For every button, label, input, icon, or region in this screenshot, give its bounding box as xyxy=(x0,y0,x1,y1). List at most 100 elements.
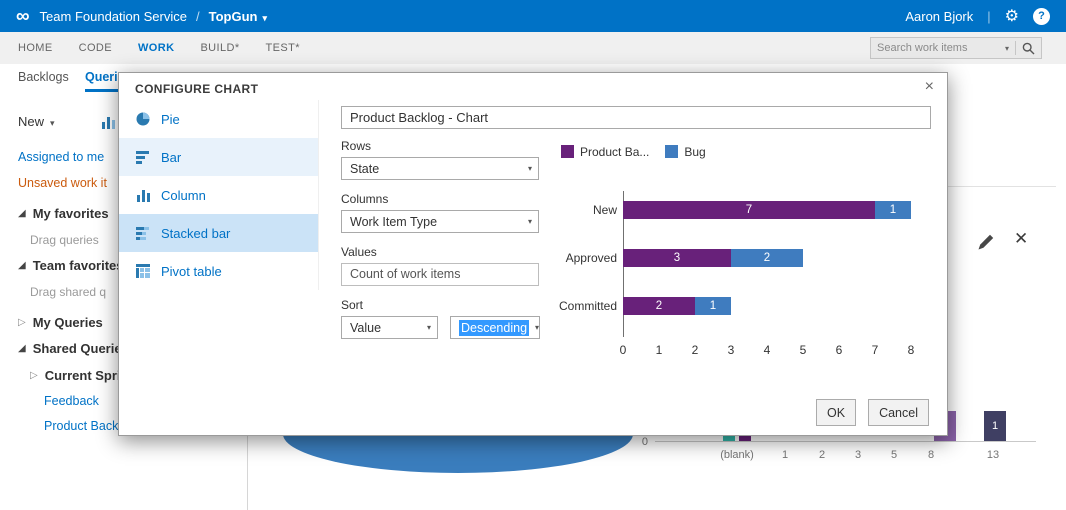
remove-chart-icon[interactable]: ✕ xyxy=(1014,229,1029,248)
chart-type-label: Bar xyxy=(161,149,182,165)
sidebar-item-feedback[interactable]: Feedback xyxy=(44,394,99,408)
chevron-down-icon: ▾ xyxy=(527,217,532,226)
nav-code[interactable]: CODE xyxy=(78,42,112,54)
legend-item: Product Ba... xyxy=(561,145,649,159)
chart-name-input[interactable] xyxy=(341,106,931,129)
search-scope-chevron-icon[interactable]: ▾ xyxy=(1004,43,1009,53)
chart-x-tick: 0 xyxy=(619,343,627,357)
nav-test[interactable]: TEST* xyxy=(265,42,300,54)
nav-home[interactable]: HOME xyxy=(18,42,53,54)
chart-bar-segment: 7 xyxy=(623,201,875,219)
main-nav: HOME CODE WORK BUILD* TEST* ▾ xyxy=(0,32,1066,64)
bg-chart-x-tick: 2 xyxy=(818,449,826,461)
sidebar-group-label: Shared Queries xyxy=(32,341,129,356)
legend-item: Bug xyxy=(665,145,706,159)
sort-field-dropdown[interactable]: Value ▾ xyxy=(341,316,438,339)
chart-type-bar[interactable]: Bar xyxy=(119,138,318,176)
column-chart-icon xyxy=(137,190,150,202)
topbar-right: Aaron Bjork | ⚙ ? xyxy=(905,6,1050,26)
chart-x-tick: 2 xyxy=(691,343,699,357)
new-label: New xyxy=(18,114,45,129)
chart-type-pie[interactable]: Pie xyxy=(119,100,318,138)
sidebar-item-product-backlog[interactable]: Product Backl xyxy=(44,419,121,433)
tree-expanded-icon: ◢ xyxy=(18,259,26,271)
bg-chart-x-tick: 13 xyxy=(986,449,1000,461)
sidebar-item-label: Product Backl xyxy=(44,419,122,433)
bg-chart-x-tick: 8 xyxy=(927,449,935,461)
tree-collapsed-icon: ▷ xyxy=(30,369,38,381)
sidebar-folder-current-sprint[interactable]: ▷ Current Sprin xyxy=(30,368,129,383)
settings-gear-icon[interactable]: ⚙ xyxy=(1004,8,1019,25)
project-name: TopGun xyxy=(208,8,258,24)
bg-chart-bar: 1 xyxy=(984,411,1006,441)
sort-direction-dropdown[interactable]: Descending ▾ xyxy=(450,316,540,339)
chart-bar-row: New 7 1 xyxy=(545,201,941,219)
rows-dropdown[interactable]: State ▾ xyxy=(341,157,539,180)
chart-bar-segment: 1 xyxy=(695,297,731,315)
columns-dropdown[interactable]: Work Item Type ▾ xyxy=(341,210,539,233)
legend-label: Bug xyxy=(684,145,706,159)
search-icon[interactable] xyxy=(1022,42,1035,55)
ok-button[interactable]: OK xyxy=(816,399,857,426)
chart-x-tick: 3 xyxy=(727,343,735,357)
values-field[interactable]: Count of work items xyxy=(341,263,539,286)
legend-swatch xyxy=(665,145,679,158)
sidebar-item-unsaved-work-items[interactable]: Unsaved work it xyxy=(18,176,107,190)
chart-x-tick: 1 xyxy=(655,343,663,357)
tab-backlogs[interactable]: Backlogs xyxy=(18,70,69,84)
chart-type-label: Column xyxy=(161,187,206,203)
chevron-down-icon: ▾ xyxy=(527,164,532,173)
chart-type-label: Pivot table xyxy=(161,263,222,279)
stacked-bar-chart-icon xyxy=(136,227,149,240)
sort-direction-value: Descending xyxy=(459,319,530,336)
chart-type-label: Pie xyxy=(161,111,180,127)
sidebar-hint-label: Drag shared q xyxy=(30,285,107,299)
brand-link[interactable]: Team Foundation Service xyxy=(39,8,187,24)
chevron-down-icon: ▾ xyxy=(262,12,267,23)
chart-x-tick: 5 xyxy=(799,343,807,357)
configure-chart-dialog: CONFIGURE CHART × Pie Bar Column Stacked… xyxy=(118,72,948,436)
sidebar-group-shared-queries[interactable]: ◢ Shared Queries xyxy=(18,341,129,356)
sidebar-group-my-favorites[interactable]: ◢ My favorites xyxy=(18,206,109,221)
bg-chart-x-tick: (blank) xyxy=(720,449,754,461)
cancel-button[interactable]: Cancel xyxy=(868,399,929,426)
nav-work[interactable]: WORK xyxy=(138,42,175,54)
dialog-close-button[interactable]: × xyxy=(924,78,934,95)
top-bar: ∞ Team Foundation Service / TopGun ▾ Aaro… xyxy=(0,0,1066,32)
chart-type-pivot-table[interactable]: Pivot table xyxy=(119,252,318,290)
new-query-menu[interactable]: New ▾ xyxy=(18,114,55,129)
sidebar-item-assigned-to-me[interactable]: Assigned to me xyxy=(18,150,104,164)
chart-bar-segment: 2 xyxy=(623,297,695,315)
project-menu[interactable]: TopGun ▾ xyxy=(209,9,267,24)
topbar-divider: | xyxy=(987,8,991,24)
bg-chart-axis xyxy=(655,441,1036,442)
topbar-left: ∞ Team Foundation Service / TopGun ▾ xyxy=(16,7,267,26)
chart-category-label: New xyxy=(592,203,617,217)
edit-chart-pencil-icon[interactable] xyxy=(976,232,996,252)
chart-type-label: Stacked bar xyxy=(161,225,231,241)
sort-field-value: Value xyxy=(350,320,382,335)
chart-legend: Product Ba... Bug xyxy=(561,145,706,159)
chart-bar-segment: 2 xyxy=(731,249,803,267)
pivot-table-icon xyxy=(136,264,150,278)
chart-type-column[interactable]: Column xyxy=(119,176,318,214)
legend-label: Product Ba... xyxy=(580,145,650,159)
chart-type-stacked-bar[interactable]: Stacked bar xyxy=(119,214,318,252)
sidebar-hint-drag-queries: Drag queries xyxy=(30,233,99,247)
search-input[interactable] xyxy=(877,42,999,54)
sidebar-folder-label: Current Sprin xyxy=(44,368,129,383)
tree-collapsed-icon: ▷ xyxy=(18,316,26,328)
help-icon[interactable]: ? xyxy=(1033,7,1050,25)
sidebar-group-team-favorites[interactable]: ◢ Team favorites xyxy=(18,258,124,273)
chart-toolbar-icon[interactable] xyxy=(100,113,117,130)
sidebar-group-my-queries[interactable]: ▷ My Queries xyxy=(18,315,103,330)
nav-items: HOME CODE WORK BUILD* TEST* xyxy=(18,32,300,64)
visual-studio-logo-icon[interactable]: ∞ xyxy=(16,5,30,27)
user-menu[interactable]: Aaron Bjork xyxy=(905,8,974,24)
nav-build[interactable]: BUILD* xyxy=(200,42,240,54)
chart-x-tick: 7 xyxy=(871,343,879,357)
values-label: Values xyxy=(341,245,377,259)
bg-chart-x-tick: 5 xyxy=(890,449,898,461)
sidebar-item-label: Assigned to me xyxy=(18,150,105,164)
sidebar-group-label: My favorites xyxy=(32,206,109,221)
